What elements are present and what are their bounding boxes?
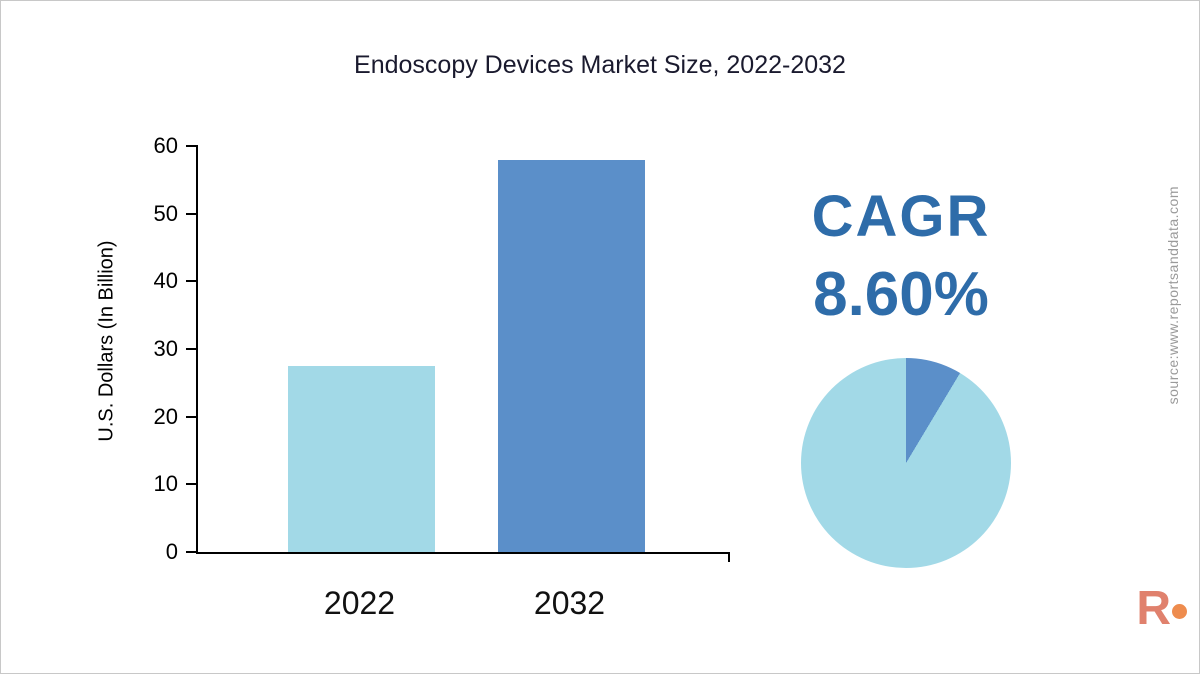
y-tick-label: 60	[153, 133, 178, 158]
y-tick-label: 10	[153, 471, 178, 497]
y-tick-mark	[186, 348, 198, 350]
brand-logo: R	[1136, 582, 1187, 635]
bar-2022	[288, 365, 435, 552]
chart-title: Endoscopy Devices Market Size, 2022-2032	[354, 51, 846, 79]
y-tick-mark	[186, 415, 198, 418]
x-axis-end-tick	[728, 552, 730, 562]
logo-dot	[1172, 603, 1187, 619]
y-tick-label: 40	[153, 268, 178, 294]
cagr-label: CAGR	[811, 184, 991, 249]
y-tick-label: 50	[153, 200, 178, 226]
y-tick-mark	[186, 280, 198, 283]
y-tick-mark	[186, 145, 198, 147]
y-tick-label: 30	[153, 336, 178, 361]
bar-2032	[498, 159, 645, 552]
x-axis-labels: 2022 2032	[196, 585, 726, 629]
x-tick-label: 2032	[533, 585, 606, 621]
y-tick-mark	[186, 483, 198, 486]
cagr-pie-chart	[801, 358, 1011, 568]
x-tick-label: 2022	[323, 585, 396, 621]
logo-letter-r: R	[1136, 582, 1171, 635]
bar-plot-area: 0 10 20 30 40 50 60	[154, 133, 730, 564]
y-tick-mark	[186, 212, 198, 215]
y-tick-mark	[186, 551, 198, 553]
y-tick-label: 20	[153, 403, 178, 429]
y-axis-label: U.S. Dollars (In Billion)	[95, 240, 118, 442]
cagr-value: 8.60%	[813, 260, 989, 329]
y-tick-label: 0	[165, 539, 178, 564]
source-attribution: source:www.reportsanddata.com	[1165, 186, 1181, 405]
